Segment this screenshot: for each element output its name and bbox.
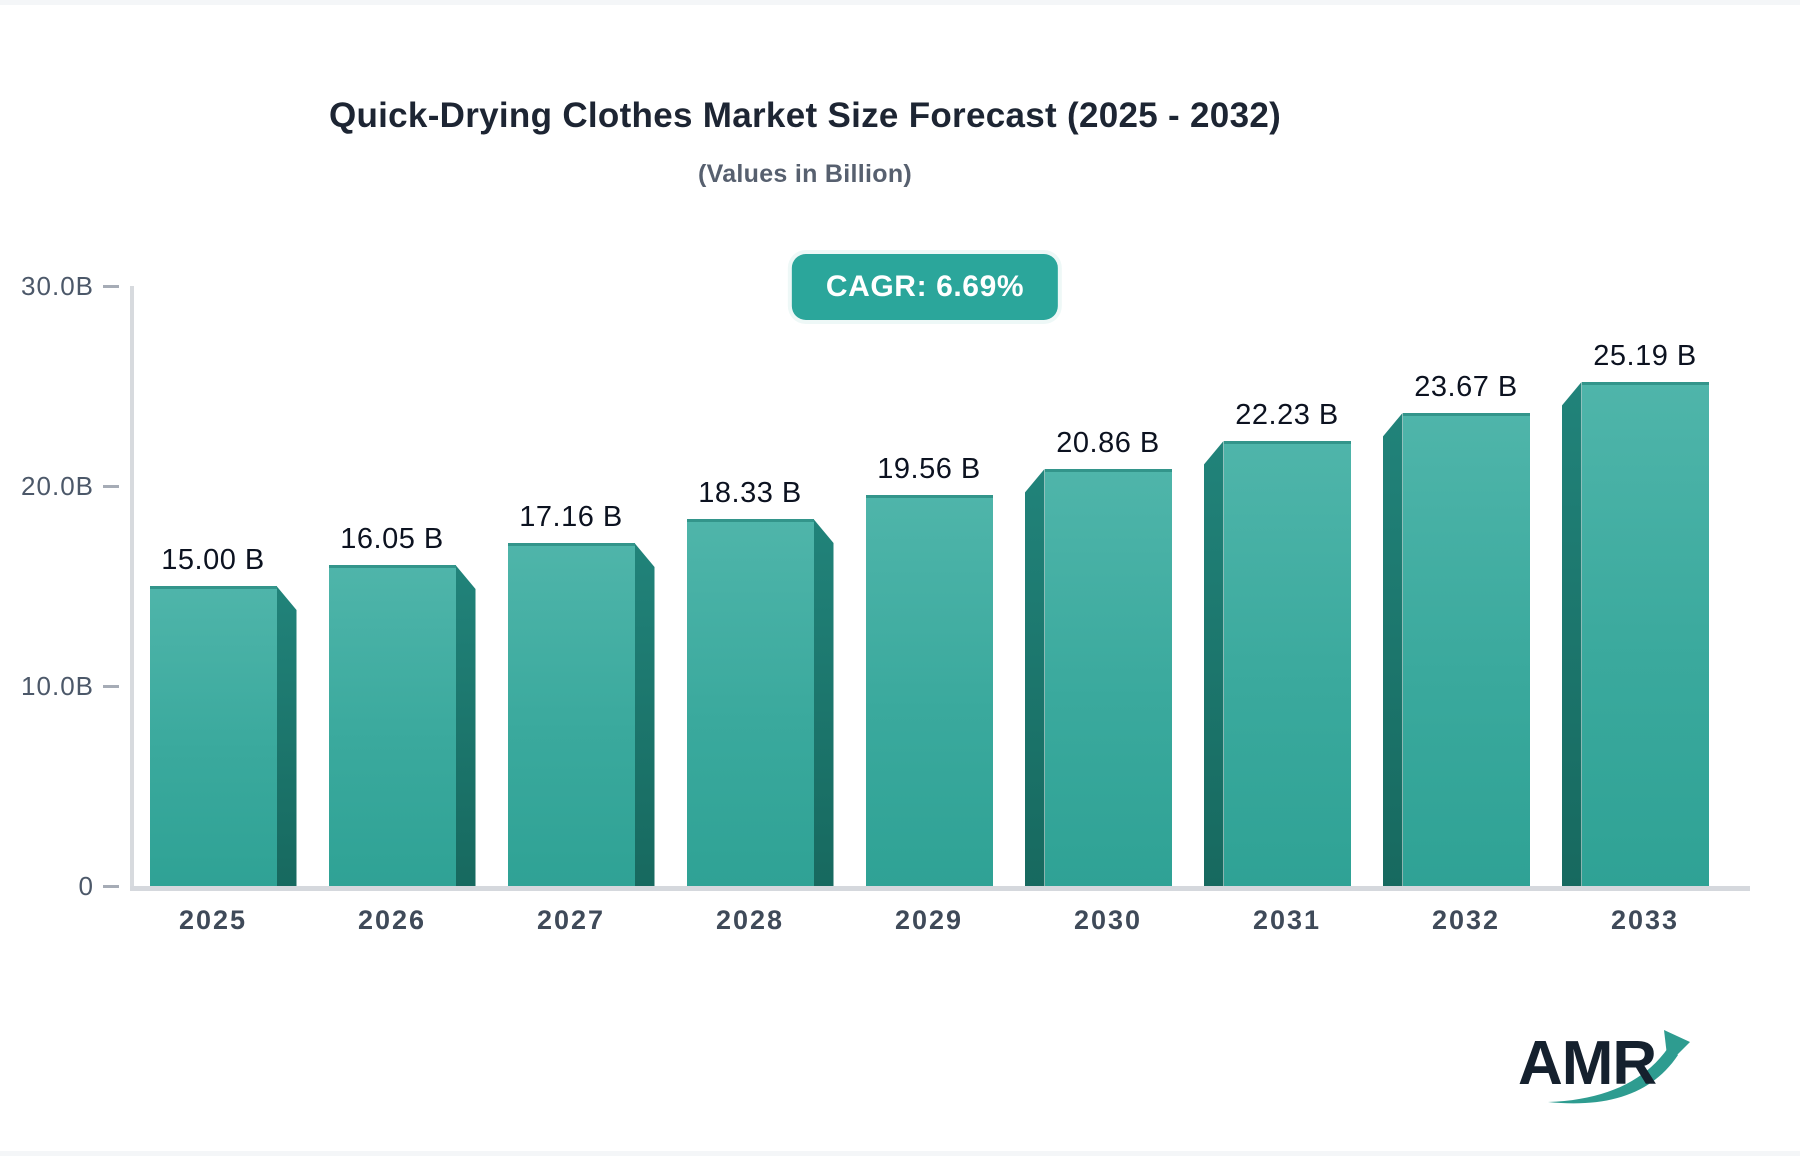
chart-subtitle: (Values in Billion): [697, 160, 913, 188]
bar-value-label: 16.05 B: [340, 523, 444, 555]
bar-value-label: 19.56 B: [877, 453, 981, 485]
bar-value-label: 15.00 B: [161, 544, 265, 576]
bar-2030: [1044, 469, 1172, 886]
bar-2028: [686, 519, 814, 886]
y-tick-label: 30.0B: [21, 271, 94, 301]
y-tick-label: 10.0B: [21, 671, 94, 701]
bar-value-label: 17.16 B: [519, 501, 623, 533]
bar-value-label: 18.33 B: [698, 477, 802, 509]
x-axis-label: 2028: [715, 905, 785, 935]
logo-text: AMR: [1518, 1029, 1656, 1098]
x-axis-label: 2026: [357, 905, 427, 935]
x-axis-label: 2027: [536, 905, 606, 935]
bar-value-label: 23.67 B: [1414, 371, 1518, 403]
x-axis-label: 2033: [1610, 905, 1680, 935]
x-axis-label: 2031: [1252, 905, 1322, 935]
bar-2029: [865, 495, 993, 886]
y-tick-label: 0: [78, 871, 94, 901]
bar-2025: [149, 586, 277, 886]
bar-bevel-2027: [634, 543, 655, 886]
bar-value-label: 25.19 B: [1593, 340, 1697, 372]
bar-bevel-2025: [276, 586, 297, 886]
x-axis-label: 2029: [894, 905, 964, 935]
y-tick-label: 20.0B: [21, 471, 94, 501]
cagr-badge: CAGR: 6.69%: [791, 254, 1059, 320]
bar-bevel-2030: [1024, 469, 1045, 886]
y-tick-dash: [103, 485, 119, 488]
x-axis-line: [130, 886, 1750, 891]
x-axis-label: 2025: [178, 905, 248, 935]
bar-bevel-2032: [1382, 413, 1403, 886]
bar-2033: [1581, 382, 1709, 886]
bar-2032: [1402, 413, 1530, 886]
x-axis-label: 2030: [1073, 905, 1143, 935]
brand-logo: AMR: [1518, 1016, 1738, 1116]
bar-2026: [328, 565, 456, 886]
y-tick-dash: [103, 685, 119, 688]
chart-title: Quick-Drying Clothes Market Size Forecas…: [328, 96, 1282, 135]
bar-value-label: 22.23 B: [1235, 399, 1339, 431]
page-edge-bottom: [0, 1151, 1800, 1156]
amr-logo-graphic: AMR: [1518, 1029, 1690, 1104]
y-axis-line: [130, 286, 134, 890]
bar-2027: [507, 543, 635, 886]
logo-arrow-head: [1664, 1030, 1690, 1064]
bar-2031: [1223, 441, 1351, 886]
y-tick-dash: [103, 285, 119, 288]
bar-bevel-2031: [1203, 441, 1224, 886]
bar-value-label: 20.86 B: [1056, 427, 1160, 459]
bar-bevel-2033: [1561, 382, 1582, 886]
page-edge-top: [0, 0, 1800, 5]
y-tick-dash: [103, 885, 119, 888]
logo-arrow-swoosh: [1548, 1048, 1678, 1104]
x-axis-label: 2032: [1431, 905, 1501, 935]
bar-bevel-2026: [455, 565, 476, 886]
bar-bevel-2028: [813, 519, 834, 886]
